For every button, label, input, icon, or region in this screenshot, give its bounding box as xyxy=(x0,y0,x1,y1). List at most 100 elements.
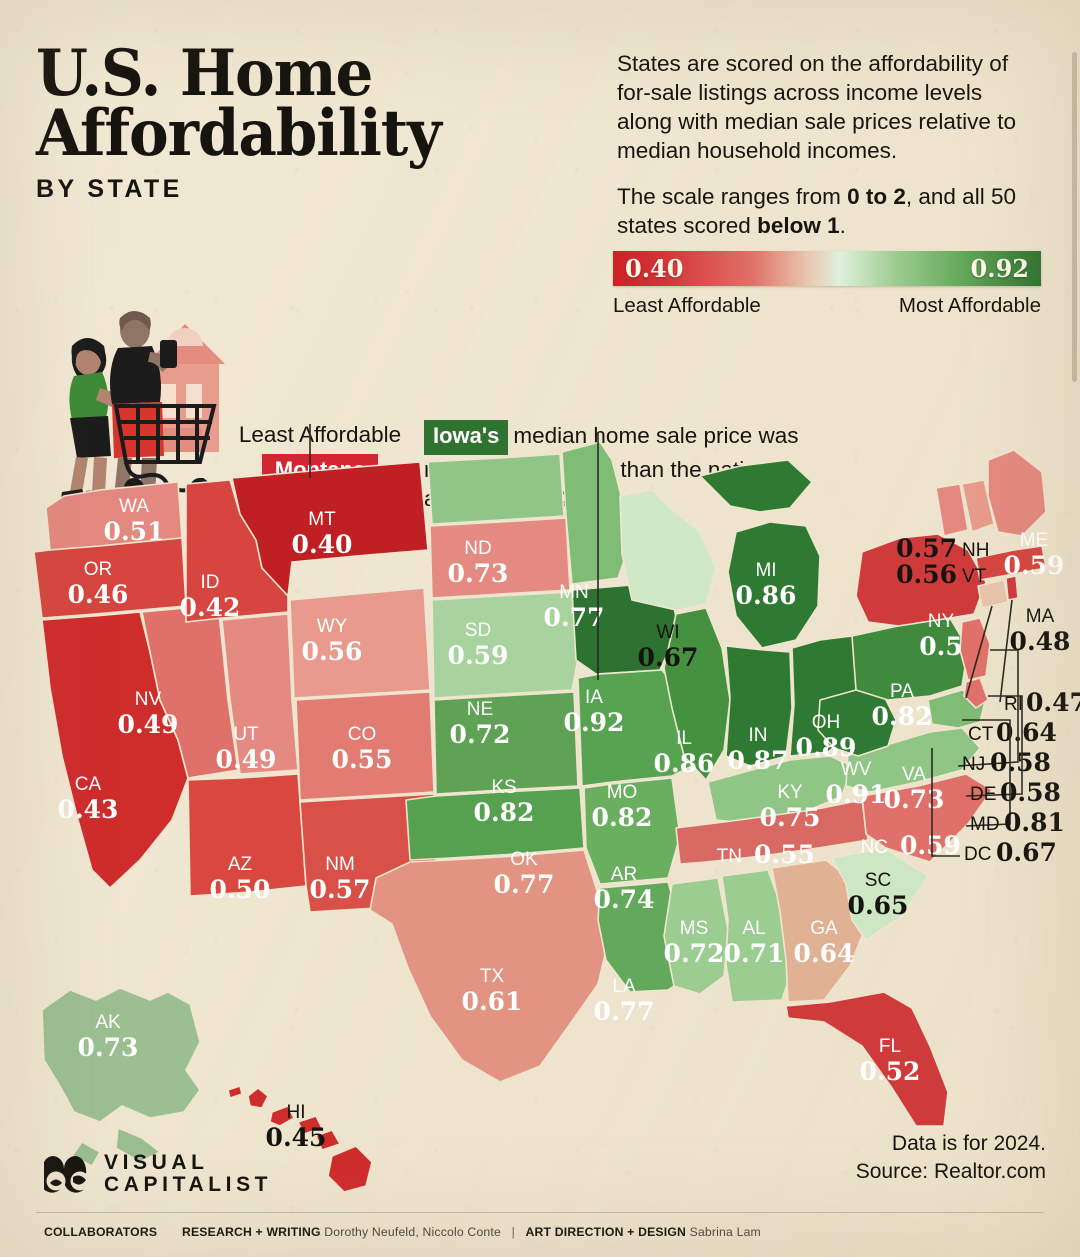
state-IN[interactable] xyxy=(725,645,793,767)
state-VT[interactable] xyxy=(935,483,969,537)
label-VA: VA0.73 xyxy=(884,764,945,814)
state-NY[interactable] xyxy=(855,533,987,627)
state-NH[interactable] xyxy=(961,479,995,533)
state-HI xyxy=(227,1085,373,1193)
svg-text:MA: MA xyxy=(1026,606,1055,627)
svg-text:PA: PA xyxy=(890,681,914,702)
svg-text:CA: CA xyxy=(75,774,102,795)
svg-text:0.87: 0.87 xyxy=(728,746,789,775)
state-MT[interactable] xyxy=(231,461,429,597)
credits-research-value: Dorothy Neufeld, Niccolo Conte xyxy=(324,1225,501,1239)
svg-text:0.59: 0.59 xyxy=(448,641,509,670)
svg-text:RI: RI xyxy=(1004,694,1023,715)
svg-text:0.49: 0.49 xyxy=(118,710,179,739)
state-NC[interactable] xyxy=(861,773,993,863)
title-line-1: U.S. Home xyxy=(36,36,373,111)
state-ME[interactable] xyxy=(987,449,1047,537)
svg-text:0.48: 0.48 xyxy=(1010,627,1071,656)
state-CT[interactable] xyxy=(977,579,1009,609)
label-CO: CO0.55 xyxy=(332,724,393,774)
credits-line: COLLABORATORS RESEARCH + WRITING Dorothy… xyxy=(44,1225,761,1239)
label-NE: NE0.72 xyxy=(450,699,511,749)
callout-iowa-tag: Iowa's xyxy=(424,420,509,455)
state-WI[interactable] xyxy=(619,489,717,611)
label-MO: MO0.82 xyxy=(592,782,653,832)
state-MA[interactable] xyxy=(975,545,1047,581)
svg-text:UT: UT xyxy=(233,724,259,745)
svg-text:KS: KS xyxy=(491,777,516,798)
svg-text:FL: FL xyxy=(879,1036,901,1057)
state-TX[interactable] xyxy=(369,849,609,1083)
state-AZ[interactable] xyxy=(187,773,307,897)
state-FL[interactable] xyxy=(785,991,949,1127)
state-SD[interactable] xyxy=(429,517,571,599)
footer-divider xyxy=(36,1212,1044,1213)
svg-text:TN: TN xyxy=(717,846,742,867)
svg-text:NC: NC xyxy=(861,837,888,858)
state-VA[interactable] xyxy=(845,727,981,793)
label-NC: NC 0.59 xyxy=(861,831,961,860)
svg-text:DE: DE xyxy=(970,784,996,805)
state-MI[interactable] xyxy=(699,459,821,649)
svg-text:TX: TX xyxy=(480,966,505,987)
logo-line-1: VISUAL xyxy=(104,1150,209,1174)
state-SC[interactable] xyxy=(831,847,929,941)
svg-text:0.40: 0.40 xyxy=(292,530,353,559)
svg-text:0.52: 0.52 xyxy=(860,1057,921,1086)
svg-text:0.81: 0.81 xyxy=(1004,808,1065,837)
state-RI[interactable] xyxy=(1005,575,1019,601)
svg-text:NE: NE xyxy=(467,699,493,720)
state-OK[interactable] xyxy=(405,787,585,861)
label-KS: KS0.82 xyxy=(474,777,535,827)
label-PA: PA0.82 xyxy=(872,681,933,731)
svg-text:VA: VA xyxy=(902,764,926,785)
label-ID: ID0.42 xyxy=(180,572,241,622)
intro-p2-e: . xyxy=(839,212,846,238)
state-NJ[interactable] xyxy=(959,617,991,681)
state-OR[interactable] xyxy=(33,537,187,619)
state-MS[interactable] xyxy=(663,877,729,995)
label-MD: MD 0.81 xyxy=(970,808,1065,837)
leader-line-ri xyxy=(999,599,1013,703)
state-AR[interactable] xyxy=(583,777,681,885)
state-WY[interactable] xyxy=(289,587,431,699)
svg-text:MT: MT xyxy=(308,509,336,530)
visual-capitalist-logo[interactable]: VISUAL CAPITALIST xyxy=(44,1150,273,1197)
svg-text:0.50: 0.50 xyxy=(210,875,271,904)
svg-text:NJ: NJ xyxy=(962,754,985,775)
svg-text:IN: IN xyxy=(749,725,768,746)
svg-text:AZ: AZ xyxy=(228,854,253,875)
title-line-2: Affordability xyxy=(36,95,442,171)
state-IL[interactable] xyxy=(663,607,731,781)
logo-line-2: CAPITALIST xyxy=(104,1173,273,1197)
color-legend: 0.40 0.92 Least Affordable Most Affordab… xyxy=(613,251,1041,318)
state-AL[interactable] xyxy=(721,869,793,1003)
state-TN[interactable] xyxy=(675,799,869,865)
state-AK[interactable] xyxy=(41,987,201,1167)
svg-text:0.77: 0.77 xyxy=(544,603,605,632)
state-CA[interactable] xyxy=(41,611,189,889)
state-ND[interactable] xyxy=(427,453,565,525)
svg-text:0.49: 0.49 xyxy=(216,745,277,774)
svg-text:0.82: 0.82 xyxy=(474,798,535,827)
state-labels: WA0.51 OR0.46 CA0.43 NV0.49 ID0.42 MT0.4… xyxy=(58,496,1065,1152)
svg-text:0.89: 0.89 xyxy=(796,733,857,762)
svg-text:NH: NH xyxy=(962,540,989,561)
svg-text:0.75: 0.75 xyxy=(760,803,821,832)
svg-text:0.51: 0.51 xyxy=(104,517,165,546)
label-NV: NV0.49 xyxy=(118,689,179,739)
label-OR: OR0.46 xyxy=(68,559,129,609)
svg-text:NV: NV xyxy=(135,689,162,710)
svg-text:0.55: 0.55 xyxy=(754,840,815,869)
svg-text:0.47: 0.47 xyxy=(1026,688,1080,717)
state-NE[interactable] xyxy=(431,591,579,699)
label-RI: RI 0.47 xyxy=(1004,688,1080,717)
svg-text:0.82: 0.82 xyxy=(592,803,653,832)
label-OH: OH0.89 xyxy=(796,712,857,762)
label-OK: OK0.77 xyxy=(494,849,555,899)
svg-text:0.92: 0.92 xyxy=(564,708,625,737)
svg-text:MI: MI xyxy=(755,560,776,581)
svg-text:LA: LA xyxy=(612,976,636,997)
scrollbar[interactable] xyxy=(1072,52,1077,382)
state-KS[interactable] xyxy=(433,691,579,795)
